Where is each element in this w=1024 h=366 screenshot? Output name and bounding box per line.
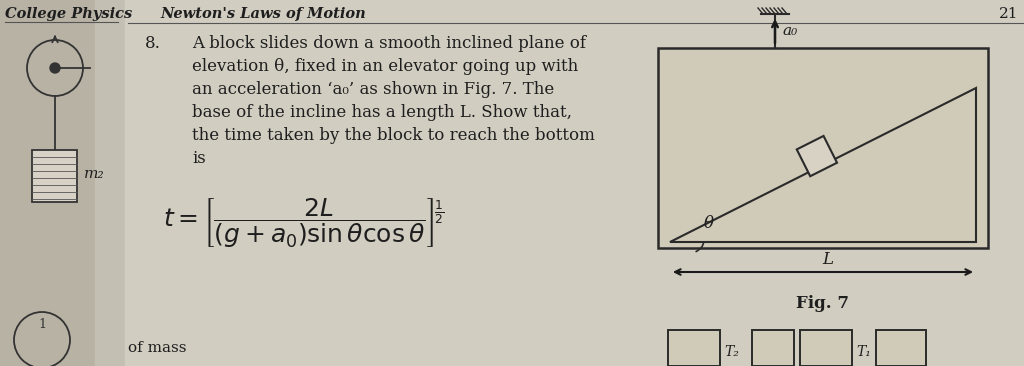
Text: the time taken by the block to reach the bottom: the time taken by the block to reach the… xyxy=(193,127,595,144)
Text: a₀: a₀ xyxy=(782,24,798,38)
Text: A block slides down a smooth inclined plane of: A block slides down a smooth inclined pl… xyxy=(193,35,586,52)
Text: $t = \left[\dfrac{2L}{(g+a_0)\sin\theta\cos\theta}\right]^{\!\frac{1}{2}}$: $t = \left[\dfrac{2L}{(g+a_0)\sin\theta\… xyxy=(163,196,444,250)
Circle shape xyxy=(50,63,60,73)
Text: 21: 21 xyxy=(998,7,1018,21)
Polygon shape xyxy=(797,136,837,176)
Bar xyxy=(800,330,852,366)
Text: 8.: 8. xyxy=(145,35,161,52)
Text: L: L xyxy=(822,251,834,268)
Polygon shape xyxy=(670,88,976,242)
Bar xyxy=(32,150,77,202)
Text: is: is xyxy=(193,150,206,167)
Text: base of the incline has a length L. Show that,: base of the incline has a length L. Show… xyxy=(193,104,572,121)
Text: m₂: m₂ xyxy=(84,167,104,181)
Text: an acceleration ‘a₀’ as shown in Fig. 7. The: an acceleration ‘a₀’ as shown in Fig. 7.… xyxy=(193,81,554,98)
Bar xyxy=(125,0,1024,366)
Bar xyxy=(0,0,95,366)
Text: of mass: of mass xyxy=(128,341,186,355)
Text: Fig. 7: Fig. 7 xyxy=(797,295,850,312)
Bar xyxy=(658,48,988,248)
Bar xyxy=(752,330,794,366)
Text: T₂: T₂ xyxy=(724,345,739,359)
Text: College Physics: College Physics xyxy=(5,7,132,21)
Bar xyxy=(876,330,926,366)
Text: elevation θ, fixed in an elevator going up with: elevation θ, fixed in an elevator going … xyxy=(193,58,579,75)
Text: 1: 1 xyxy=(38,318,46,332)
Bar xyxy=(95,0,125,366)
Bar xyxy=(668,330,720,366)
Text: T₁: T₁ xyxy=(856,345,870,359)
Text: Newton's Laws of Motion: Newton's Laws of Motion xyxy=(160,7,366,21)
Text: θ: θ xyxy=(705,215,714,232)
